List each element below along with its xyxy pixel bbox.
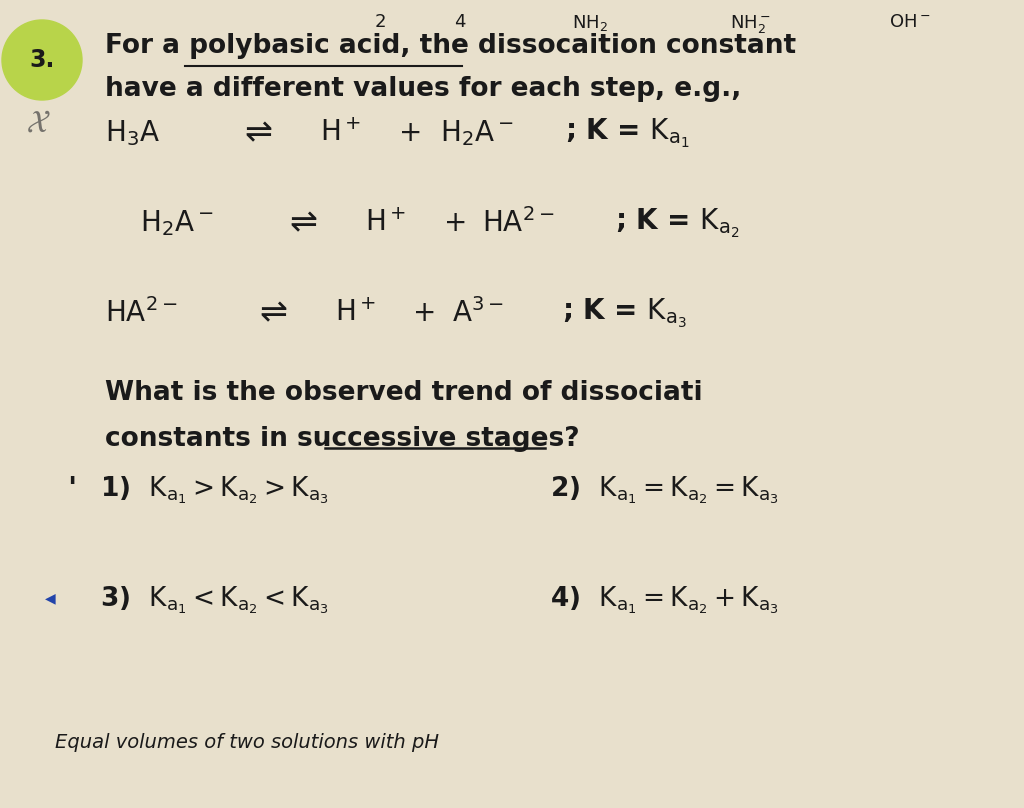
Text: $\mathrm{OH^-}$: $\mathrm{OH^-}$ (889, 13, 931, 31)
Text: ; K = $\mathrm{K_{a_3}}$: ; K = $\mathrm{K_{a_3}}$ (562, 297, 687, 330)
Text: 1)  $\mathrm{K_{a_1} > K_{a_2} > K_{a_3}}$: 1) $\mathrm{K_{a_1} > K_{a_2} > K_{a_3}}… (100, 474, 329, 506)
Text: What is the observed trend of dissociati: What is the observed trend of dissociati (105, 380, 702, 406)
Text: $\mathrm{HA^{2-}}$: $\mathrm{HA^{2-}}$ (482, 208, 555, 238)
Text: $\mathrm{HA^{2-}}$: $\mathrm{HA^{2-}}$ (105, 298, 177, 328)
Text: $\mathrm{H^+}$: $\mathrm{H^+}$ (365, 209, 407, 237)
Text: $\mathrm{H_2A^-}$: $\mathrm{H_2A^-}$ (140, 208, 214, 238)
Text: 3.: 3. (30, 48, 54, 72)
Text: $\rightleftharpoons$: $\rightleftharpoons$ (283, 207, 317, 239)
Text: 3)  $\mathrm{K_{a_1} < K_{a_2} < K_{a_3}}$: 3) $\mathrm{K_{a_1} < K_{a_2} < K_{a_3}}… (100, 584, 329, 616)
Text: For a polybasic acid, the dissocaition constant: For a polybasic acid, the dissocaition c… (105, 33, 796, 59)
Text: $\mathrm{H_2A^-}$: $\mathrm{H_2A^-}$ (440, 118, 514, 148)
Text: $2$: $2$ (374, 13, 386, 31)
Text: $+$: $+$ (412, 299, 434, 327)
Text: ': ' (68, 475, 77, 504)
Text: have a different values for each step, e.g.,: have a different values for each step, e… (105, 76, 741, 102)
Text: 2)  $\mathrm{K_{a_1} = K_{a_2} = K_{a_3}}$: 2) $\mathrm{K_{a_1} = K_{a_2} = K_{a_3}}… (550, 474, 779, 506)
Text: 4)  $\mathrm{K_{a_1} = K_{a_2} + K_{a_3}}$: 4) $\mathrm{K_{a_1} = K_{a_2} + K_{a_3}}… (550, 584, 779, 616)
Text: Equal volumes of two solutions with pH: Equal volumes of two solutions with pH (55, 733, 439, 752)
Text: $4$: $4$ (454, 13, 466, 31)
Text: $+$: $+$ (398, 119, 421, 147)
Text: $\rightleftharpoons$: $\rightleftharpoons$ (253, 297, 288, 330)
Text: $\mathrm{A^{3-}}$: $\mathrm{A^{3-}}$ (452, 298, 504, 328)
Text: $\mathrm{NH_2^-}$: $\mathrm{NH_2^-}$ (729, 13, 770, 35)
Text: $\mathrm{H_3A}$: $\mathrm{H_3A}$ (105, 118, 160, 148)
Text: $\mathcal{X}$: $\mathcal{X}$ (26, 108, 50, 137)
Circle shape (2, 20, 82, 100)
Text: ; K = $\mathrm{K_{a_1}}$: ; K = $\mathrm{K_{a_1}}$ (565, 116, 690, 149)
Text: constants in successive stages?: constants in successive stages? (105, 426, 580, 452)
Text: $\mathrm{H^+}$: $\mathrm{H^+}$ (335, 299, 376, 327)
Text: $\rightleftharpoons$: $\rightleftharpoons$ (238, 116, 272, 149)
Text: ; K = $\mathrm{K_{a_2}}$: ; K = $\mathrm{K_{a_2}}$ (615, 206, 739, 240)
Text: $\blacktriangleleft$: $\blacktriangleleft$ (42, 593, 57, 608)
Text: $\mathrm{NH_2}$: $\mathrm{NH_2}$ (572, 13, 608, 33)
Text: $+$: $+$ (443, 209, 465, 237)
Text: $\mathrm{H^+}$: $\mathrm{H^+}$ (319, 119, 361, 147)
